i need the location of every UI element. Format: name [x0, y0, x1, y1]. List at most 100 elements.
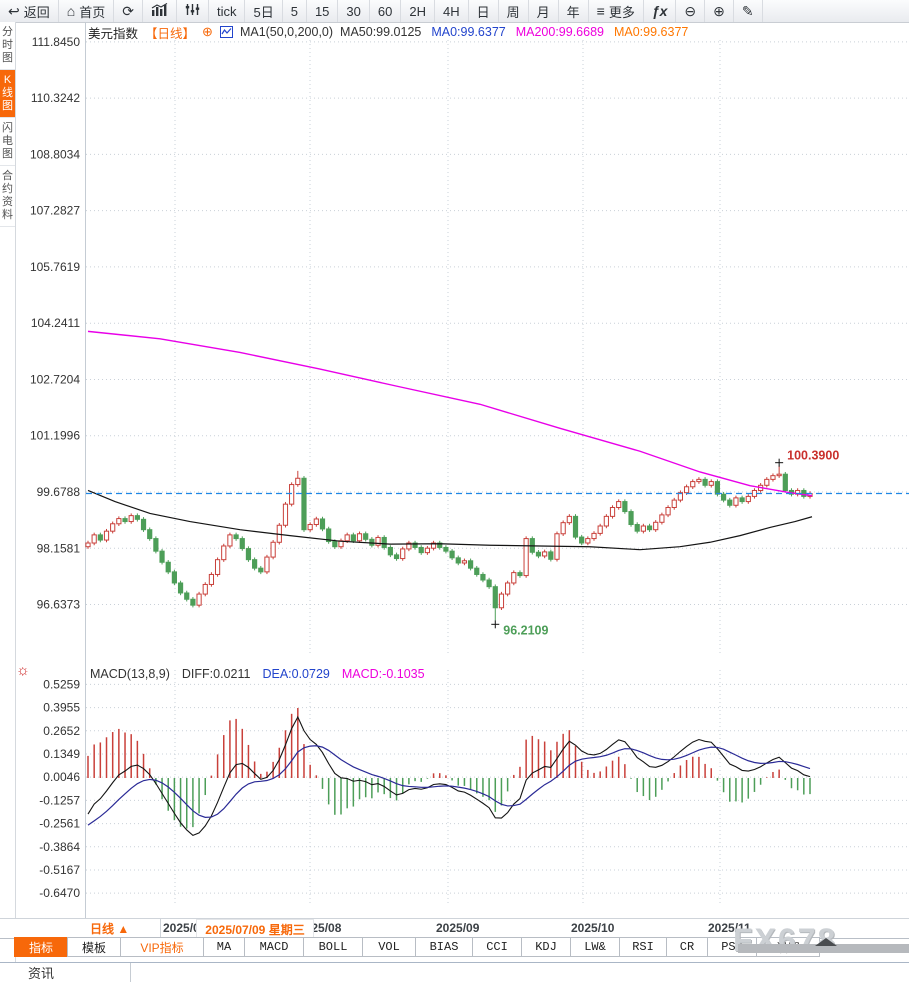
- period-tag: 【日线】: [145, 26, 196, 41]
- bar-chart-button[interactable]: [143, 0, 177, 22]
- svg-text:96.2109: 96.2109: [503, 623, 548, 637]
- svg-text:-0.6470: -0.6470: [39, 886, 80, 900]
- tick-button-label: tick: [216, 3, 237, 19]
- period-15m-button[interactable]: 15: [307, 0, 339, 22]
- tab-macd[interactable]: MACD: [244, 937, 304, 957]
- svg-text:99.6788: 99.6788: [37, 485, 81, 499]
- back-button[interactable]: ↩ 返回: [0, 0, 59, 22]
- period-week-button[interactable]: 周: [499, 0, 529, 22]
- tab-ma[interactable]: MA: [203, 937, 245, 957]
- svg-text:107.2827: 107.2827: [30, 204, 80, 218]
- period-month-button-label: 月: [536, 4, 550, 20]
- period-year-button[interactable]: 年: [559, 0, 589, 22]
- refresh-button[interactable]: ⟳: [114, 0, 143, 22]
- ma-values: MA50:99.0125 MA0:99.6377 MA200:99.6689 MA0:…: [340, 25, 688, 39]
- period-week-button-label: 周: [506, 4, 520, 20]
- period-5m-button[interactable]: 5: [283, 0, 307, 22]
- tick-button[interactable]: tick: [209, 0, 246, 22]
- period-day-button-label: 日: [476, 4, 490, 20]
- bar-chart-icon: [151, 2, 168, 19]
- scrollbar-arrow-icon: [815, 938, 837, 946]
- zoom-in-icon: ⊕: [713, 3, 725, 19]
- tab-boll[interactable]: BOLL: [303, 937, 363, 957]
- period-5d-button[interactable]: 5日: [245, 0, 283, 22]
- svg-text:0.5259: 0.5259: [43, 677, 80, 691]
- sidebar-item-lightning-chart[interactable]: 闪电图: [0, 118, 15, 166]
- more-button-label: 更多: [608, 4, 635, 20]
- sidebar-item-kline-chart[interactable]: K线图: [0, 70, 15, 118]
- period-2h-button[interactable]: 2H: [401, 0, 435, 22]
- sidebar-item-time-chart[interactable]: 分时图: [0, 22, 15, 70]
- indicator-settings-icon[interactable]: ☼: [16, 662, 30, 679]
- home-button[interactable]: ⌂ 首页: [59, 0, 115, 22]
- add-indicator-icon[interactable]: ⊕: [202, 24, 213, 39]
- svg-text:-0.1257: -0.1257: [39, 793, 80, 807]
- period-5d-button-label: 5日: [253, 4, 274, 20]
- period-30m-button-label: 30: [346, 3, 361, 19]
- back-icon: ↩: [8, 3, 20, 19]
- x-axis-label-2025/07: 2025/07: [163, 921, 207, 935]
- period-day-button[interactable]: 日: [469, 0, 499, 22]
- period-2h-button-label: 2H: [409, 3, 426, 19]
- tab-vol[interactable]: VOL: [362, 937, 416, 957]
- home-icon: ⌂: [66, 3, 76, 19]
- svg-text:0.2652: 0.2652: [43, 724, 80, 738]
- tab-rsi[interactable]: RSI: [619, 937, 667, 957]
- tab-cci[interactable]: CCI: [472, 937, 522, 957]
- period-60m-button[interactable]: 60: [370, 0, 402, 22]
- period-30m-button[interactable]: 30: [338, 0, 370, 22]
- svg-text:102.7204: 102.7204: [30, 372, 80, 386]
- svg-text:111.8450: 111.8450: [32, 35, 81, 49]
- period-4h-button[interactable]: 4H: [435, 0, 469, 22]
- news-tab[interactable]: 资讯: [15, 963, 131, 982]
- chart-style-icon[interactable]: [219, 26, 233, 38]
- svg-text:105.7619: 105.7619: [30, 260, 80, 274]
- svg-text:100.3900: 100.3900: [787, 449, 839, 463]
- svg-text:-0.3864: -0.3864: [39, 840, 80, 854]
- ma-value-3: MA0:99.6377: [613, 25, 689, 39]
- indicator-tab-bar: 指标 模板 VIP指标 MA MACD BOLL VOL BIAS CCI KDJ LW& RSI CR…: [14, 937, 820, 957]
- tab-bias[interactable]: BIAS: [415, 937, 473, 957]
- macd-title: MACD(13,8,9): [90, 666, 170, 681]
- sidebar-item-contract-info[interactable]: 合约资料: [0, 166, 15, 227]
- refresh-icon: ⟳: [122, 3, 134, 19]
- home-button-label: 首页: [79, 4, 106, 20]
- zoom-in-button[interactable]: ⊕: [705, 0, 734, 22]
- period-5m-button-label: 5: [290, 3, 298, 19]
- zoom-out-icon: ⊖: [684, 3, 697, 19]
- svg-text:-0.5167: -0.5167: [39, 863, 80, 877]
- macd-diff-value: DIFF:0.0211: [181, 666, 251, 681]
- more-button[interactable]: ≡ 更多: [589, 0, 644, 22]
- zoom-out-button[interactable]: ⊖: [676, 0, 706, 22]
- period-month-button[interactable]: 月: [529, 0, 559, 22]
- x-axis-label-2025/11: 2025/11: [708, 921, 751, 935]
- svg-text:108.8034: 108.8034: [30, 147, 80, 161]
- ma-settings-label: MA1(50,0,200,0): [239, 25, 334, 39]
- tab-indicator[interactable]: 指标: [14, 937, 68, 957]
- tab-template[interactable]: 模板: [67, 937, 121, 957]
- svg-text:96.6373: 96.6373: [37, 598, 81, 612]
- tab-vip-indicator[interactable]: VIP指标: [120, 937, 204, 957]
- svg-text:-0.2561: -0.2561: [39, 817, 80, 831]
- tab-kdj[interactable]: KDJ: [521, 937, 571, 957]
- period-selector[interactable]: 日线 ▲: [15, 919, 161, 937]
- fx-button[interactable]: ƒx: [644, 0, 677, 22]
- draw-button[interactable]: ✎: [734, 0, 763, 22]
- sliders-icon: [185, 3, 200, 19]
- price-chart[interactable]: 111.8450 110.3242 108.8034 107.2827 105.7619…: [0, 22, 909, 660]
- more-icon: ≡: [596, 3, 605, 19]
- ma-value-2: MA200:99.6689: [515, 25, 604, 39]
- svg-text:0.1349: 0.1349: [43, 747, 80, 761]
- svg-text:110.3242: 110.3242: [31, 91, 80, 105]
- macd-dea-value: DEA:0.0729: [262, 666, 330, 681]
- ma-value-1: MA0:99.6377: [431, 25, 506, 39]
- macd-chart[interactable]: 0.5259 0.3955 0.2652 0.1349 0.0046 -0.1257 -0.…: [0, 660, 909, 918]
- period-15m-button-label: 15: [314, 3, 330, 19]
- tab-cr[interactable]: CR: [666, 937, 708, 957]
- x-axis-row: 日线 ▲ 2025/07 2025/08 2025/09 2025/10 2025/11…: [0, 918, 909, 939]
- sliders-button[interactable]: [177, 0, 209, 22]
- x-axis-label-2025/10: 2025/10: [571, 921, 615, 935]
- svg-text:98.1581: 98.1581: [37, 541, 81, 555]
- tab-lwr[interactable]: LW&: [570, 937, 620, 957]
- horizontal-scrollbar[interactable]: [738, 938, 909, 953]
